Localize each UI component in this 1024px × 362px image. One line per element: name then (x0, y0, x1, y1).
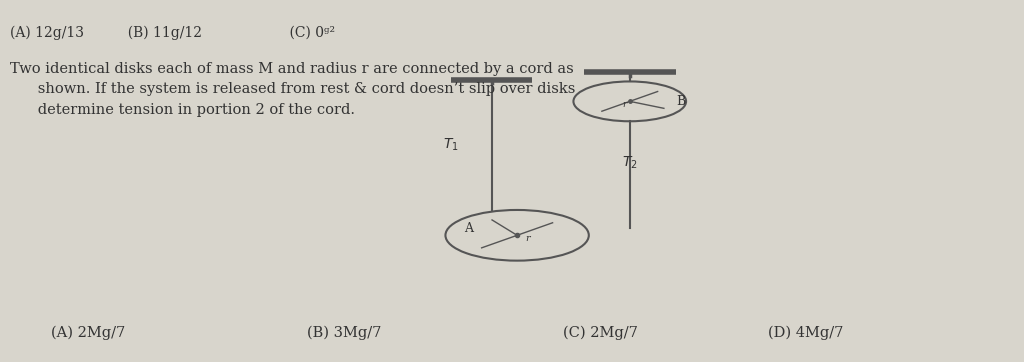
Text: $T_1$: $T_1$ (442, 136, 459, 153)
Text: $T_2$: $T_2$ (622, 155, 638, 171)
Text: A: A (465, 222, 473, 235)
Text: r: r (623, 100, 627, 109)
Text: (A) 2Mg/7: (A) 2Mg/7 (51, 326, 126, 340)
Text: (D) 4Mg/7: (D) 4Mg/7 (768, 326, 844, 340)
Text: (C) 2Mg/7: (C) 2Mg/7 (563, 326, 638, 340)
Text: (A) 12g/13          (B) 11g/12                    (C) 0ᵍ²: (A) 12g/13 (B) 11g/12 (C) 0ᵍ² (10, 25, 336, 40)
Text: B: B (676, 95, 686, 108)
Text: (B) 3Mg/7: (B) 3Mg/7 (307, 326, 382, 340)
Text: Two identical disks each of mass M and radius r are connected by a cord as
     : Two identical disks each of mass M and r… (10, 62, 575, 117)
Text: r: r (525, 235, 529, 243)
